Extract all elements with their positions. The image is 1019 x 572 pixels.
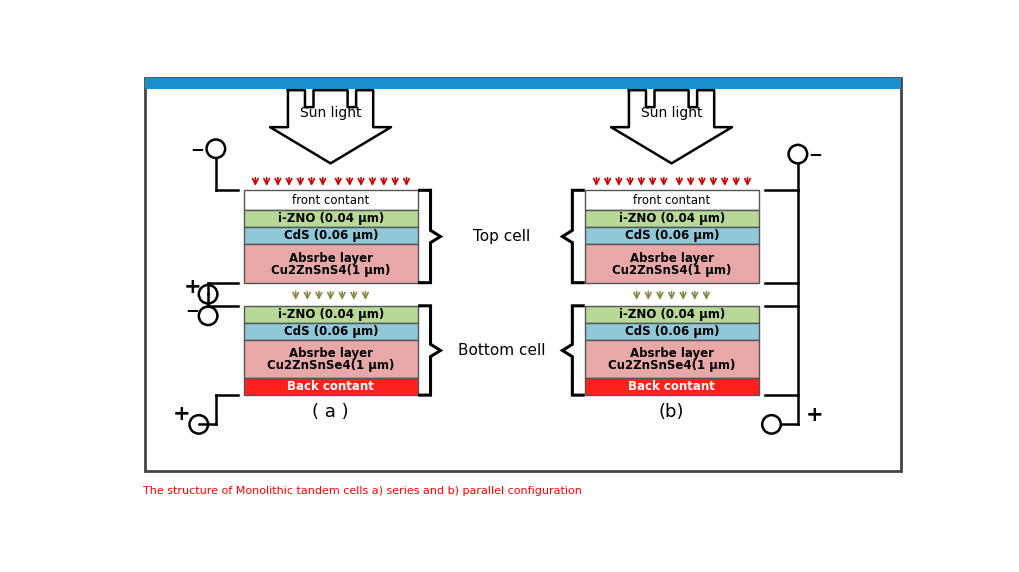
- Text: CdS (0.06 μm): CdS (0.06 μm): [624, 325, 718, 337]
- Text: ( a ): ( a ): [312, 403, 348, 421]
- Text: i-ZNO (0.04 μm): i-ZNO (0.04 μm): [277, 212, 384, 225]
- Text: Sun light: Sun light: [300, 106, 361, 120]
- Text: −: −: [807, 145, 821, 163]
- Text: Bottom cell: Bottom cell: [458, 343, 544, 358]
- Text: i-ZNO (0.04 μm): i-ZNO (0.04 μm): [619, 212, 725, 225]
- Text: Back contant: Back contant: [287, 380, 374, 393]
- Text: Cu2ZnSnS4(1 μm): Cu2ZnSnS4(1 μm): [271, 264, 390, 277]
- Text: +: +: [173, 404, 191, 424]
- Bar: [244, 190, 418, 210]
- Text: Absrbe layer: Absrbe layer: [630, 347, 713, 360]
- Bar: [244, 378, 418, 395]
- Text: Cu2ZnSnSe4(1 μm): Cu2ZnSnSe4(1 μm): [267, 359, 394, 372]
- Bar: [244, 306, 418, 323]
- Polygon shape: [610, 90, 732, 164]
- Bar: [244, 323, 418, 340]
- Bar: [244, 227, 418, 244]
- Bar: [244, 244, 418, 283]
- Text: front contant: front contant: [633, 194, 710, 207]
- Bar: [145, 78, 900, 89]
- Text: CdS (0.06 μm): CdS (0.06 μm): [283, 325, 378, 337]
- Bar: [584, 378, 758, 395]
- Bar: [584, 306, 758, 323]
- Bar: [584, 340, 758, 378]
- Bar: [584, 244, 758, 283]
- Text: (b): (b): [658, 403, 684, 421]
- Text: i-ZNO (0.04 μm): i-ZNO (0.04 μm): [619, 308, 725, 321]
- Text: −: −: [191, 140, 204, 158]
- Text: Cu2ZnSnS4(1 μm): Cu2ZnSnS4(1 μm): [611, 264, 731, 277]
- Text: front contant: front contant: [292, 194, 369, 207]
- Text: Top cell: Top cell: [473, 229, 530, 244]
- Text: +: +: [805, 405, 823, 425]
- Text: Cu2ZnSnSe4(1 μm): Cu2ZnSnSe4(1 μm): [607, 359, 735, 372]
- Text: Sun light: Sun light: [640, 106, 702, 120]
- Text: The structure of Monolithic tandem cells a) series and b) parallel configuration: The structure of Monolithic tandem cells…: [143, 486, 581, 496]
- Text: Absrbe layer: Absrbe layer: [288, 347, 373, 360]
- Bar: [584, 323, 758, 340]
- Bar: [584, 190, 758, 210]
- Text: CdS (0.06 μm): CdS (0.06 μm): [624, 229, 718, 242]
- Text: Back contant: Back contant: [628, 380, 714, 393]
- Text: i-ZNO (0.04 μm): i-ZNO (0.04 μm): [277, 308, 384, 321]
- Text: +: +: [183, 276, 201, 296]
- Bar: [244, 210, 418, 227]
- Text: CdS (0.06 μm): CdS (0.06 μm): [283, 229, 378, 242]
- Text: Absrbe layer: Absrbe layer: [288, 252, 373, 265]
- Polygon shape: [270, 90, 390, 164]
- Text: Absrbe layer: Absrbe layer: [630, 252, 713, 265]
- Bar: [244, 340, 418, 378]
- Bar: [584, 227, 758, 244]
- Bar: [145, 78, 900, 471]
- Bar: [584, 210, 758, 227]
- Text: −: −: [185, 301, 200, 319]
